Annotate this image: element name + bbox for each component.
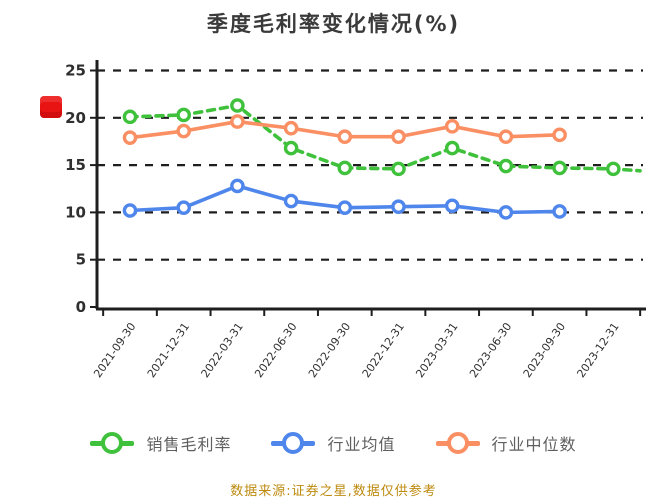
series-2-data-point: [122, 130, 138, 145]
series-1-data-point: [391, 199, 406, 215]
chart-title: 季度毛利率变化情况(%): [206, 12, 461, 36]
legend-item-gross-margin[interactable]: 销售毛利率: [90, 431, 231, 455]
legend-label-industry-average: 行业均值: [327, 435, 396, 454]
legend-marker-orange-icon: [435, 432, 480, 454]
series-1-data-point: [337, 200, 353, 215]
watermark-source-note: 数据来源:证券之星,数据仅供参考: [230, 484, 437, 499]
series-1-data-point: [552, 204, 567, 219]
series-0-data-point: [230, 98, 245, 113]
x-tick-label: 2022-03-31: [199, 320, 246, 380]
series-2-data-point: [283, 120, 299, 136]
series-2-data-point: [391, 129, 406, 145]
x-tick-label: 2023-06-30: [467, 320, 514, 380]
y-tick-label: 20: [65, 109, 86, 127]
chart-legend: 销售毛利率 行业均值 行业中位数: [0, 431, 667, 455]
x-tick-label: 2022-09-30: [306, 320, 353, 380]
series-1-data-point: [283, 193, 299, 209]
y-tick-label: 5: [76, 251, 86, 269]
legend-item-industry-average[interactable]: 行业均值: [271, 431, 395, 455]
series-1-data-point: [176, 200, 191, 215]
x-tick-label: 2022-06-30: [252, 320, 299, 380]
series-2-data-point: [176, 123, 191, 139]
series-2-data-point: [552, 127, 567, 143]
series-0-data-point: [283, 140, 299, 156]
x-tick-label: 2023-12-31: [574, 320, 621, 380]
x-tick-label: 2021-09-30: [91, 320, 138, 380]
series-2-data-point: [444, 119, 460, 134]
x-tick-label: 2023-03-31: [413, 320, 460, 380]
series-0-data-point: [337, 160, 353, 176]
y-tick-label: 25: [65, 62, 86, 80]
x-tick-label: 2022-12-31: [360, 320, 407, 380]
series-2-data-point: [230, 114, 245, 129]
red-annotation-badge: [40, 96, 62, 118]
x-tick-label: 2023-09-30: [521, 320, 568, 380]
series-2-data-point: [498, 129, 514, 145]
series-2-data-point: [337, 129, 353, 145]
legend-item-industry-median[interactable]: 行业中位数: [435, 431, 577, 455]
series-0-data-point: [391, 161, 406, 177]
x-tick-label: 2021-12-31: [145, 320, 192, 380]
series-0-data-point: [606, 161, 621, 177]
series-1-data-point: [444, 198, 460, 214]
series-0-data-point: [498, 158, 514, 174]
series-1-data-point: [230, 178, 245, 194]
legend-marker-blue-icon: [271, 432, 316, 454]
series-1-data-point: [122, 203, 138, 218]
chart-canvas: 0 5 10 15 20 25 2021-09-30 2021-12-31 2022-03-31…: [65, 60, 646, 380]
legend-label-gross-margin: 销售毛利率: [146, 435, 232, 454]
series-0-data-point: [552, 160, 567, 176]
legend-marker-green-icon: [90, 432, 135, 454]
legend-label-industry-median: 行业中位数: [491, 435, 577, 454]
series-0-data-point: [122, 109, 138, 125]
y-tick-label: 15: [65, 156, 86, 174]
y-tick-label: 0: [76, 298, 86, 316]
series-0-data-point: [176, 107, 191, 123]
series-0-data-point: [444, 140, 460, 156]
y-tick-label: 10: [65, 203, 86, 221]
series-1-data-point: [498, 205, 514, 220]
